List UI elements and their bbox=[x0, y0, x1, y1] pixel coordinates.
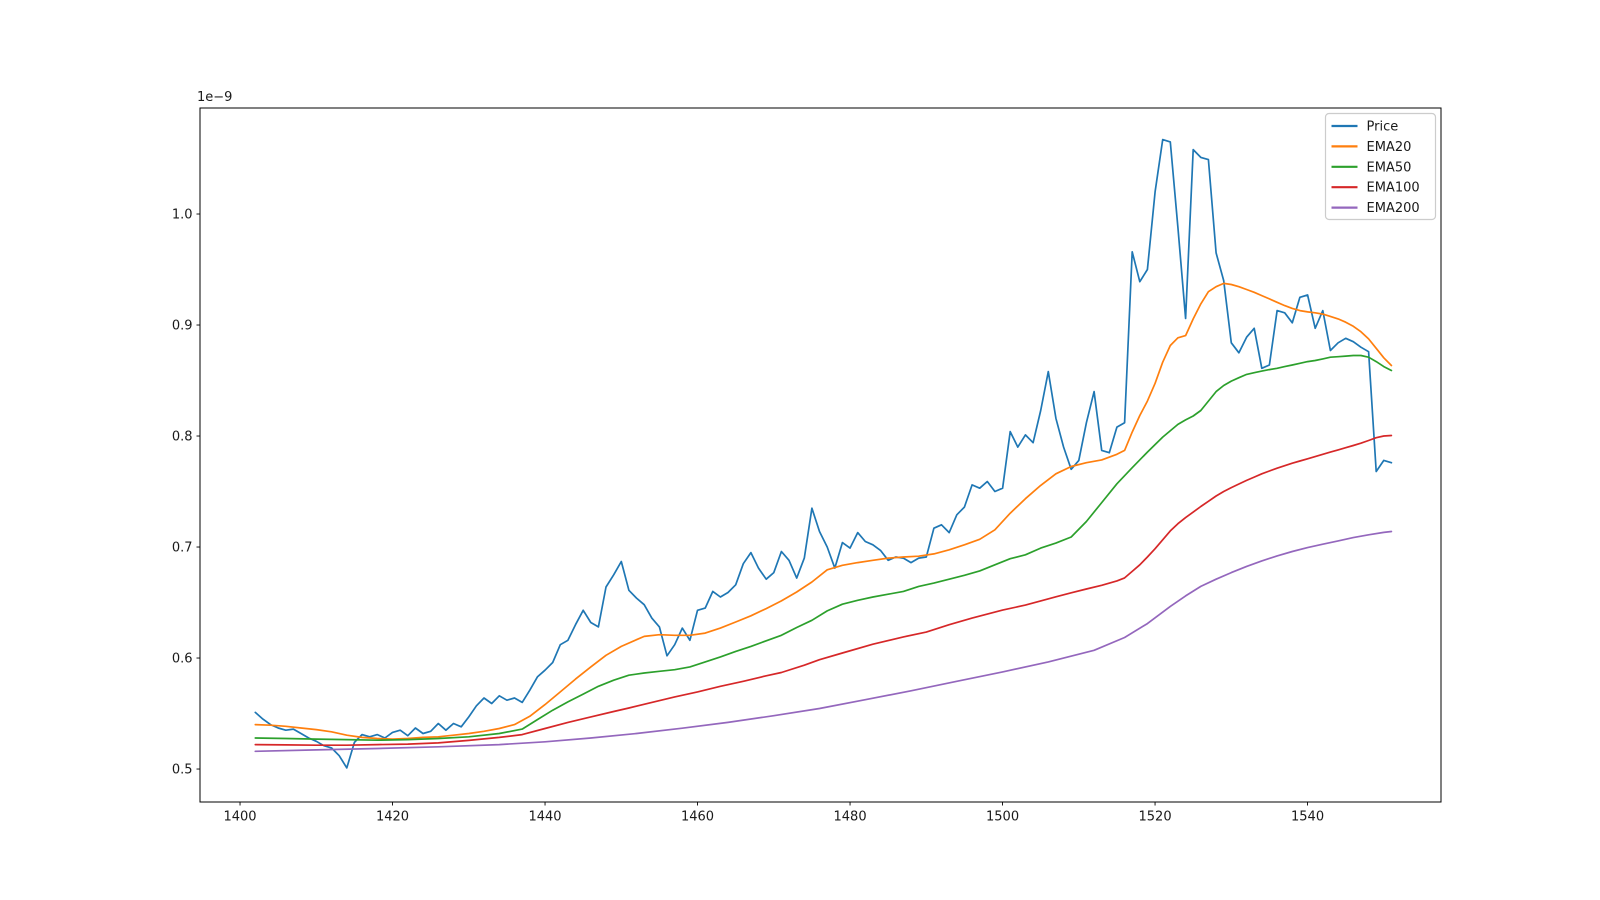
y-tick-label: 1.0 bbox=[172, 208, 193, 223]
legend-label-price: Price bbox=[1367, 120, 1399, 135]
x-tick-label: 1440 bbox=[528, 810, 561, 825]
x-tick-label: 1460 bbox=[681, 810, 714, 825]
ema20-line bbox=[254, 282, 1393, 740]
x-tick-label: 1480 bbox=[834, 810, 867, 825]
y-tick-label: 0.7 bbox=[172, 541, 193, 556]
y-axis-offset-label: 1e−9 bbox=[197, 90, 232, 105]
ema50-line bbox=[254, 354, 1393, 742]
x-tick-label: 1500 bbox=[986, 810, 1019, 825]
ema100-line bbox=[254, 434, 1393, 747]
legend-box bbox=[1324, 112, 1437, 221]
legend-label-ema50: EMA50 bbox=[1367, 160, 1412, 175]
legend-label-ema200: EMA200 bbox=[1367, 201, 1420, 216]
y-tick-label: 0.6 bbox=[172, 652, 193, 667]
legend-label-ema20: EMA20 bbox=[1367, 140, 1412, 155]
ema200-line bbox=[254, 530, 1393, 753]
legend-label-ema100: EMA100 bbox=[1367, 181, 1420, 196]
axes-frame bbox=[199, 107, 1442, 803]
y-tick-label: 0.8 bbox=[172, 430, 193, 445]
y-tick-label: 0.9 bbox=[172, 319, 193, 334]
x-tick-label: 1420 bbox=[376, 810, 409, 825]
x-tick-label: 1540 bbox=[1291, 810, 1324, 825]
x-tick-label: 1400 bbox=[223, 810, 256, 825]
price-line bbox=[254, 138, 1393, 769]
y-tick-label: 0.5 bbox=[172, 763, 193, 778]
plot-area bbox=[200, 108, 1441, 802]
x-tick-label: 1520 bbox=[1139, 810, 1172, 825]
